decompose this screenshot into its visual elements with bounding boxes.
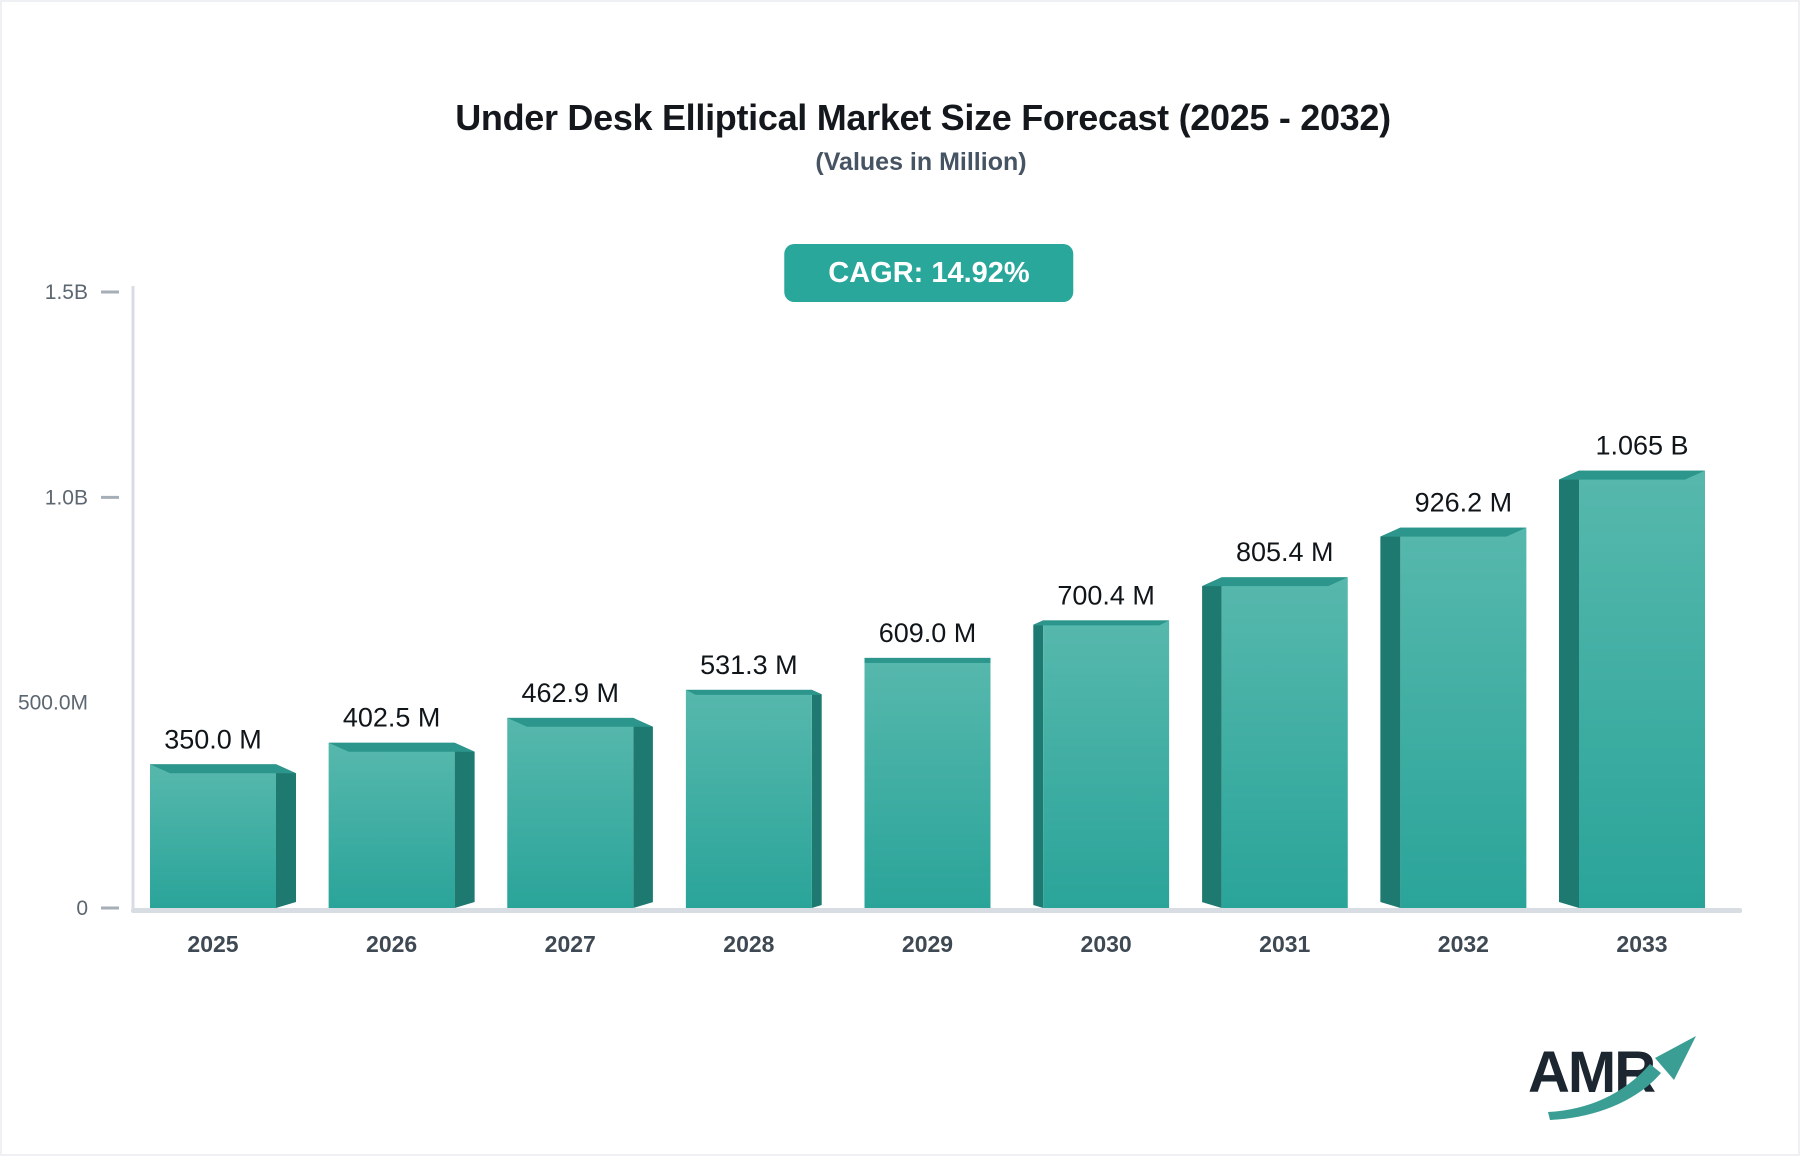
chart-subtitle: (Values in Million) bbox=[815, 148, 1027, 176]
bar-top-face bbox=[507, 717, 653, 727]
bar-top-face bbox=[1033, 620, 1170, 626]
year-label: 2032 bbox=[1438, 931, 1489, 957]
bar-side-face bbox=[1033, 620, 1044, 908]
bar-side-face bbox=[811, 689, 822, 908]
bar-group: 700.4 M 2030 bbox=[1033, 580, 1170, 957]
bar-top-face bbox=[864, 657, 991, 663]
bar-value-label: 1.065 B bbox=[1595, 431, 1688, 461]
bar-group: 462.9 M 2027 bbox=[507, 678, 653, 957]
bar-top-face bbox=[328, 742, 475, 752]
bar-group: 350.0 M 2025 bbox=[150, 724, 296, 957]
y-tick-label: 0 bbox=[76, 897, 88, 920]
bar-side-face bbox=[454, 742, 475, 908]
bar-front-face bbox=[1400, 527, 1527, 908]
bar-side-face bbox=[1202, 577, 1222, 908]
year-label: 2029 bbox=[902, 931, 953, 957]
bar-front-face bbox=[1043, 620, 1170, 908]
amr-logo-arrowhead-icon bbox=[1655, 1036, 1696, 1080]
year-label: 2033 bbox=[1616, 931, 1667, 957]
amr-logo: AMR bbox=[1528, 1036, 1696, 1120]
bar-top-face bbox=[1202, 577, 1348, 587]
bar-top-face bbox=[685, 689, 822, 695]
x-axis-line bbox=[131, 908, 1742, 913]
year-label: 2025 bbox=[187, 931, 238, 957]
year-label: 2027 bbox=[545, 931, 596, 957]
bar-side-face bbox=[276, 764, 296, 908]
bar-group: 531.3 M 2028 bbox=[685, 650, 822, 957]
amr-logo-arrow-swoosh bbox=[1548, 1064, 1661, 1120]
year-label: 2026 bbox=[366, 931, 417, 957]
bar-front-face bbox=[685, 689, 812, 908]
bar-front-face bbox=[864, 657, 991, 908]
year-label: 2028 bbox=[723, 931, 774, 957]
bar-front-face bbox=[150, 764, 276, 908]
year-label: 2030 bbox=[1081, 931, 1132, 957]
bar-front-face bbox=[328, 742, 455, 908]
bar-value-label: 805.4 M bbox=[1236, 537, 1334, 567]
bar-group: 402.5 M 2026 bbox=[328, 703, 475, 957]
y-tick-label: 1.5B bbox=[45, 281, 88, 304]
bar-front-face bbox=[1221, 577, 1348, 908]
bar-front-face bbox=[1579, 470, 1705, 908]
bar-value-label: 531.3 M bbox=[700, 650, 798, 680]
bar-value-label: 462.9 M bbox=[521, 678, 619, 708]
bar-group: 609.0 M 2029 bbox=[864, 618, 991, 957]
bar-top-face bbox=[150, 764, 296, 774]
bar-group: 926.2 M 2032 bbox=[1380, 488, 1527, 957]
bar-front-face bbox=[507, 717, 634, 908]
bar-value-label: 350.0 M bbox=[164, 724, 262, 754]
bar-side-face bbox=[633, 717, 653, 908]
cagr-badge: CAGR: 14.92% bbox=[784, 244, 1074, 302]
bar-top-face bbox=[1380, 527, 1527, 537]
bar-value-label: 402.5 M bbox=[343, 703, 441, 733]
chart-title: Under Desk Elliptical Market Size Foreca… bbox=[455, 97, 1391, 138]
bar-side-face bbox=[1559, 470, 1579, 908]
year-label: 2031 bbox=[1259, 931, 1310, 957]
bar-value-label: 609.0 M bbox=[879, 618, 977, 648]
y-tick-label: 1.0B bbox=[45, 486, 88, 509]
bar-group: 1.065 B 2033 bbox=[1559, 431, 1705, 957]
amr-logo-text: AMR bbox=[1528, 1040, 1655, 1105]
bar-value-label: 926.2 M bbox=[1415, 488, 1513, 518]
y-tick-label: 500.0M bbox=[18, 692, 88, 715]
bar-value-label: 700.4 M bbox=[1057, 580, 1155, 610]
bar-group: 805.4 M 2031 bbox=[1202, 537, 1348, 957]
bar-top-face bbox=[1559, 470, 1705, 480]
bar-side-face bbox=[1380, 527, 1401, 908]
